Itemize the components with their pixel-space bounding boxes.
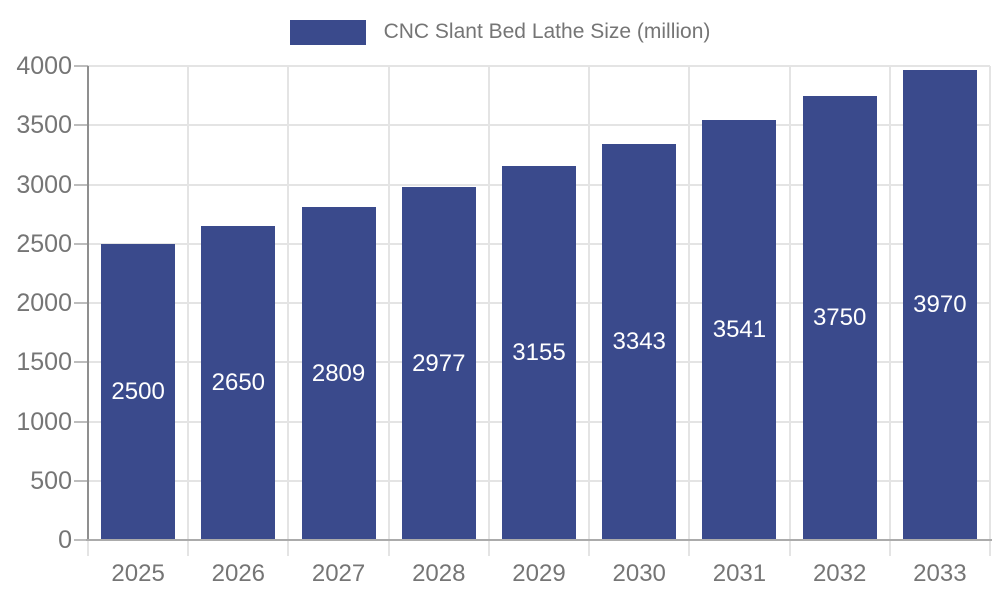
bar: 3970 [902,69,977,540]
x-gridline [287,66,290,540]
y-tick-mark [74,183,88,186]
bar-value-label: 3343 [612,327,666,355]
x-tick-mark [688,540,691,556]
x-gridline [487,66,490,540]
x-axis-tick-label: 2027 [311,560,366,587]
legend[interactable]: CNC Slant Bed Lathe Size (million) [0,13,1000,51]
x-tick-mark [989,540,991,556]
y-axis-tick-label: 1500 [16,348,72,377]
bar: 3343 [602,143,677,540]
y-axis-tick-label: 4000 [16,52,72,80]
x-tick-mark [487,540,490,556]
y-axis-tick-label: 500 [30,466,72,495]
x-axis-tick-label: 2026 [211,560,266,587]
x-axis-tick-label: 2032 [812,560,867,587]
x-axis-tick-label: 2030 [612,560,666,587]
x-gridline [888,66,891,540]
y-axis-tick-label: 2000 [16,289,72,317]
x-axis-tick-label: 2028 [412,560,466,587]
y-axis-tick-label: 1000 [16,407,72,436]
legend-label: CNC Slant Bed Lathe Size (million) [383,20,711,43]
bar-value-label: 3541 [712,316,767,344]
x-tick-mark [287,540,290,556]
bar: 2977 [401,187,476,540]
bar: 2500 [101,243,176,540]
y-axis-tick-label: 3500 [16,111,72,140]
bar: 3750 [802,95,877,540]
x-gridline [788,66,791,540]
x-gridline [387,66,390,540]
bar-value-label: 2500 [111,377,165,405]
y-axis-line [87,66,89,540]
y-gridline [88,124,990,127]
legend-swatch-icon [289,19,366,45]
bar-value-label: 3155 [512,339,566,367]
x-axis-tick-label: 2029 [512,560,566,587]
y-tick-mark [74,539,88,541]
bar: 2650 [201,225,276,540]
y-axis-tick-label: 2500 [16,229,72,258]
bar: 2809 [301,207,376,540]
x-tick-mark [87,540,89,556]
y-tick-mark [74,302,88,304]
x-tick-mark [788,540,791,556]
y-axis-tick-label: 3000 [16,170,72,199]
y-gridline [88,65,990,67]
x-tick-mark [387,540,390,556]
y-tick-mark [74,479,88,482]
bar-value-label: 2809 [311,359,366,387]
y-axis-tick-label: 0 [58,526,72,554]
bar: 3155 [502,166,576,540]
y-tick-mark [74,420,88,423]
bar-value-label: 2977 [412,349,466,377]
bar-value-label: 3750 [812,303,867,331]
y-tick-mark [74,361,88,364]
x-gridline [688,66,691,540]
x-gridline [588,66,591,540]
bar-value-label: 2650 [211,368,266,396]
x-axis-tick-label: 2025 [111,560,165,587]
x-tick-mark [888,540,891,556]
x-axis-tick-label: 2033 [913,560,967,587]
bar-value-label: 3970 [913,290,967,318]
y-tick-mark [74,65,88,67]
x-gridline [989,66,991,540]
x-tick-mark [187,540,190,556]
x-gridline [187,66,190,540]
y-tick-mark [74,124,88,127]
x-tick-mark [588,540,591,556]
x-axis-line [86,539,992,541]
x-axis-tick-label: 2031 [712,560,767,587]
bar: 3541 [702,120,777,540]
y-tick-mark [74,242,88,245]
